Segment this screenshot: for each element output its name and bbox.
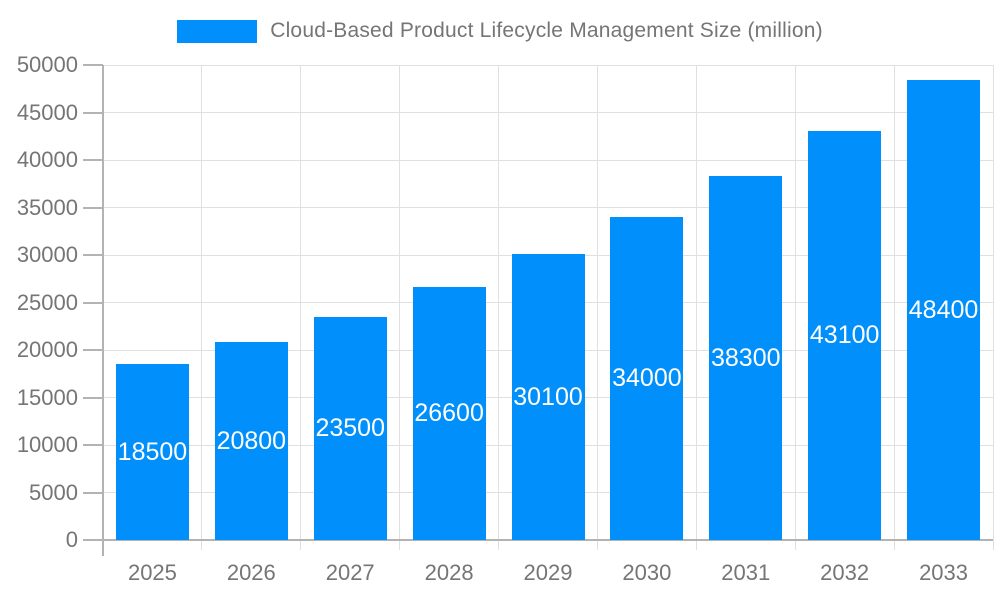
y-axis-tick <box>83 444 103 446</box>
y-axis-tick-label: 50000 <box>16 52 78 77</box>
bar-value-label: 30100 <box>513 382 583 411</box>
y-axis-tick <box>83 64 103 66</box>
bar-value-label: 43100 <box>809 320 880 349</box>
x-axis-tick-label: 2027 <box>325 560 375 585</box>
y-axis-tick <box>83 396 103 399</box>
y-axis-tick-label: 0 <box>65 527 78 552</box>
bar: 34000 <box>610 217 684 540</box>
x-axis-tick <box>992 540 994 550</box>
bar-value-label: 26600 <box>414 399 484 428</box>
bar-value-label: 18500 <box>117 437 188 466</box>
y-axis-tick <box>83 491 103 494</box>
y-axis-tick-label: 10000 <box>16 432 78 457</box>
bar-value-label: 48400 <box>908 295 979 324</box>
x-axis-tick <box>201 540 203 550</box>
x-axis-tick <box>498 540 500 550</box>
gridline-vertical <box>596 65 598 540</box>
x-axis-tick-label: 2032 <box>820 560 870 585</box>
bar: 26600 <box>412 287 486 540</box>
bar: 18500 <box>115 364 189 540</box>
x-axis-line <box>103 539 993 541</box>
bar-value-label: 20800 <box>216 426 287 455</box>
bar: 48400 <box>907 80 981 540</box>
bar-value-label: 23500 <box>315 413 385 442</box>
gridline-vertical <box>201 65 203 540</box>
bar: 23500 <box>313 316 387 540</box>
bar: 43100 <box>808 130 882 540</box>
y-axis-tick-label: 35000 <box>16 194 78 220</box>
y-axis-tick-label: 25000 <box>16 289 78 315</box>
x-axis-tick-label: 2030 <box>622 560 672 585</box>
x-axis-tick-label: 2033 <box>919 560 969 585</box>
gridline-vertical <box>992 65 994 540</box>
y-axis-tick-label: 5000 <box>29 479 78 505</box>
chart-legend[interactable]: Cloud-Based Product Lifecycle Management… <box>0 17 1000 45</box>
y-axis-tick <box>83 206 103 209</box>
x-axis-tick <box>695 540 697 550</box>
plot-area: 0 5000 10000 15000 20000 25000 30000 35000 40000… <box>17 54 994 585</box>
y-axis-tick <box>83 111 103 114</box>
gridline-horizontal <box>103 207 993 208</box>
x-axis-tick-label: 2026 <box>226 560 276 585</box>
y-axis-tick <box>83 254 103 256</box>
legend-label: Cloud-Based Product Lifecycle Management… <box>270 19 823 42</box>
x-axis-tick-label: 2028 <box>424 560 474 585</box>
bar: 30100 <box>511 254 585 540</box>
y-axis-tick-label: 15000 <box>16 384 78 410</box>
y-axis-tick <box>83 301 103 304</box>
y-axis-tick-label: 20000 <box>16 337 78 362</box>
gridline-vertical <box>794 65 796 540</box>
gridline-vertical <box>399 65 401 540</box>
gridline-vertical <box>695 65 697 540</box>
x-axis-tick-label: 2031 <box>721 560 771 585</box>
y-axis-tick-label: 40000 <box>16 147 78 172</box>
legend-swatch-icon <box>177 19 258 43</box>
y-axis-line <box>102 65 104 556</box>
x-axis-tick <box>794 540 796 550</box>
gridline-vertical <box>300 65 302 540</box>
y-axis-tick-label: 45000 <box>16 99 78 125</box>
y-axis-tick <box>83 159 103 161</box>
gridline-vertical <box>498 65 500 540</box>
x-axis-tick <box>399 540 401 550</box>
x-axis-tick <box>300 540 302 550</box>
bar: 38300 <box>709 176 783 540</box>
x-axis-tick <box>893 540 895 550</box>
gridline-horizontal <box>103 112 993 113</box>
y-axis-tick-label: 30000 <box>16 242 78 267</box>
gridline-horizontal <box>103 64 993 66</box>
y-axis-tick <box>83 349 103 351</box>
bar: 20800 <box>214 342 288 540</box>
bar-value-label: 38300 <box>711 343 781 372</box>
x-axis-tick-label: 2029 <box>523 560 573 585</box>
y-axis-tick <box>83 539 103 541</box>
gridline-vertical <box>893 65 895 540</box>
gridline-horizontal <box>103 159 993 161</box>
x-axis-tick <box>596 540 598 550</box>
x-axis-tick-label: 2025 <box>127 560 177 585</box>
bar-value-label: 34000 <box>612 364 682 392</box>
